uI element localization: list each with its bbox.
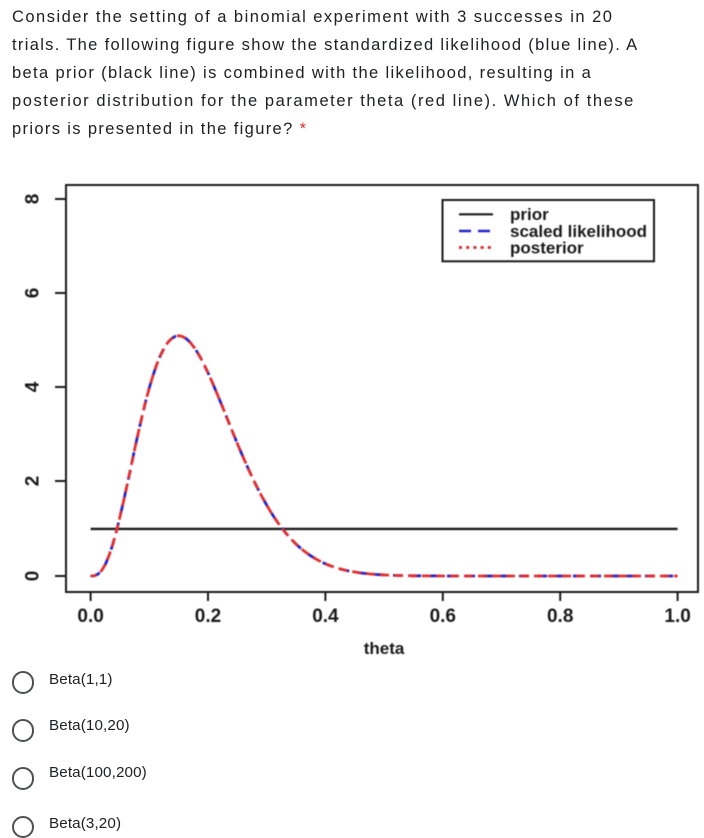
svg-text:0.6: 0.6 <box>430 606 456 627</box>
svg-text:6: 6 <box>23 288 44 299</box>
svg-text:prior: prior <box>510 205 549 224</box>
svg-text:8: 8 <box>23 194 44 205</box>
svg-text:scaled likelihood: scaled likelihood <box>510 222 647 241</box>
svg-text:4: 4 <box>23 381 44 392</box>
svg-text:theta: theta <box>364 639 405 658</box>
svg-text:0.8: 0.8 <box>547 606 573 627</box>
svg-text:2: 2 <box>23 476 44 487</box>
svg-text:0.2: 0.2 <box>195 606 221 627</box>
svg-text:posterior: posterior <box>510 239 584 258</box>
svg-text:1.0: 1.0 <box>664 606 690 627</box>
svg-text:0.4: 0.4 <box>312 606 339 627</box>
svg-text:0.0: 0.0 <box>77 606 103 627</box>
svg-text:0: 0 <box>23 571 44 582</box>
